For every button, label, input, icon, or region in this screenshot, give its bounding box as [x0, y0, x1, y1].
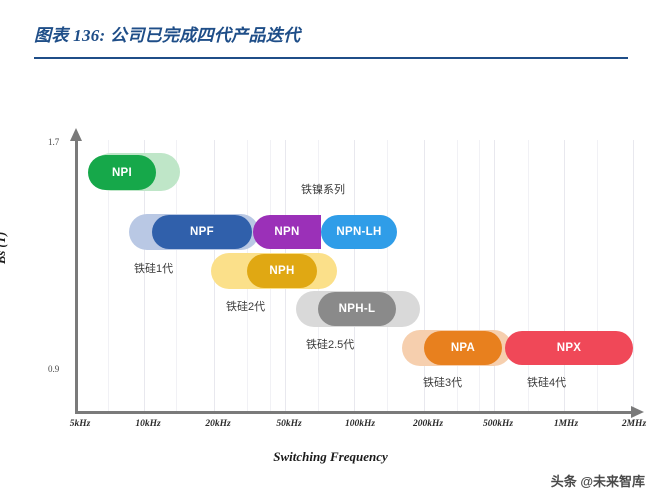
y-axis-arrow [70, 128, 82, 141]
gridline-major [424, 140, 425, 411]
x-axis-tick-label: 200kHz [412, 419, 444, 429]
chart-header: 图表 136: 公司已完成四代产品迭代 [0, 0, 661, 64]
bar-label: NPX [556, 342, 582, 354]
bar-npx[interactable]: NPX [505, 331, 633, 365]
gridline-minor [528, 140, 529, 411]
gridline-major [144, 140, 145, 411]
bar-npi[interactable]: NPI [88, 155, 156, 190]
y-axis-tick-label: 0.9 [48, 364, 60, 374]
x-axis-line [75, 411, 633, 414]
x-axis-title: Switching Frequency [273, 449, 388, 464]
annotation-gen-1: 铁硅1代 [134, 263, 174, 275]
bar-label: NPI [111, 166, 133, 179]
bar-npn-lh[interactable]: NPN-LH [321, 215, 397, 249]
bar-npa[interactable]: NPA [424, 331, 502, 365]
gridline-minor [457, 140, 458, 411]
bar-label: NPF [190, 226, 214, 238]
bar-label: NPH [269, 265, 295, 277]
title-divider [34, 57, 628, 59]
bar-npn[interactable]: NPN [253, 215, 321, 249]
x-axis-tick-label: 50kHz [276, 419, 302, 429]
x-axis-tick-label: 100kHz [344, 419, 376, 429]
gridline-minor [597, 140, 598, 411]
y-axis-tick-label: 1.7 [48, 137, 60, 147]
x-axis-tick-label: 500kHz [482, 419, 514, 429]
x-axis-tick-label: 20kHz [205, 419, 231, 429]
gridline-major [494, 140, 495, 411]
gridline-minor [176, 140, 177, 411]
annotation-gen-3: 铁硅3代 [423, 377, 463, 389]
x-axis-tick-label: 1MHz [553, 419, 579, 429]
bar-label: NPN [274, 226, 300, 238]
annotation-gen-2: 铁硅2代 [226, 301, 266, 313]
bar-label: NPN-LH [336, 226, 382, 238]
bar-nph[interactable]: NPH [247, 254, 317, 288]
x-axis-arrow [631, 406, 644, 418]
bar-label: NPH-L [338, 303, 376, 315]
x-axis-tick-label: 5kHz [69, 419, 91, 429]
annotation-gen-2-5: 铁硅2.5代 [306, 339, 355, 351]
annotation-tienie-series: 铁镍系列 [301, 184, 345, 196]
gridline-major [633, 140, 634, 411]
page-title: 图表 136: 公司已完成四代产品迭代 [34, 26, 301, 45]
annotation-gen-4: 铁硅4代 [527, 377, 567, 389]
x-axis-tick-label: 10kHz [135, 419, 161, 429]
gridline-minor [479, 140, 480, 411]
gridline-minor [387, 140, 388, 411]
watermark: 头条 @未来智库 [550, 474, 645, 489]
x-axis-tick-label: 2MHz [621, 419, 647, 429]
y-axis-title: Bs (T) [0, 231, 8, 264]
gridline-major [354, 140, 355, 411]
chart-plot-area: 1.7 0.9 Bs (T) NPI NPF NPN NPN-LH NPH NP… [0, 64, 661, 500]
y-axis-line [75, 140, 78, 414]
gridline-major [564, 140, 565, 411]
bar-npf[interactable]: NPF [152, 215, 252, 249]
gridline-minor [108, 140, 109, 411]
bar-nph-l[interactable]: NPH-L [318, 292, 396, 326]
bar-label: NPA [450, 342, 476, 354]
